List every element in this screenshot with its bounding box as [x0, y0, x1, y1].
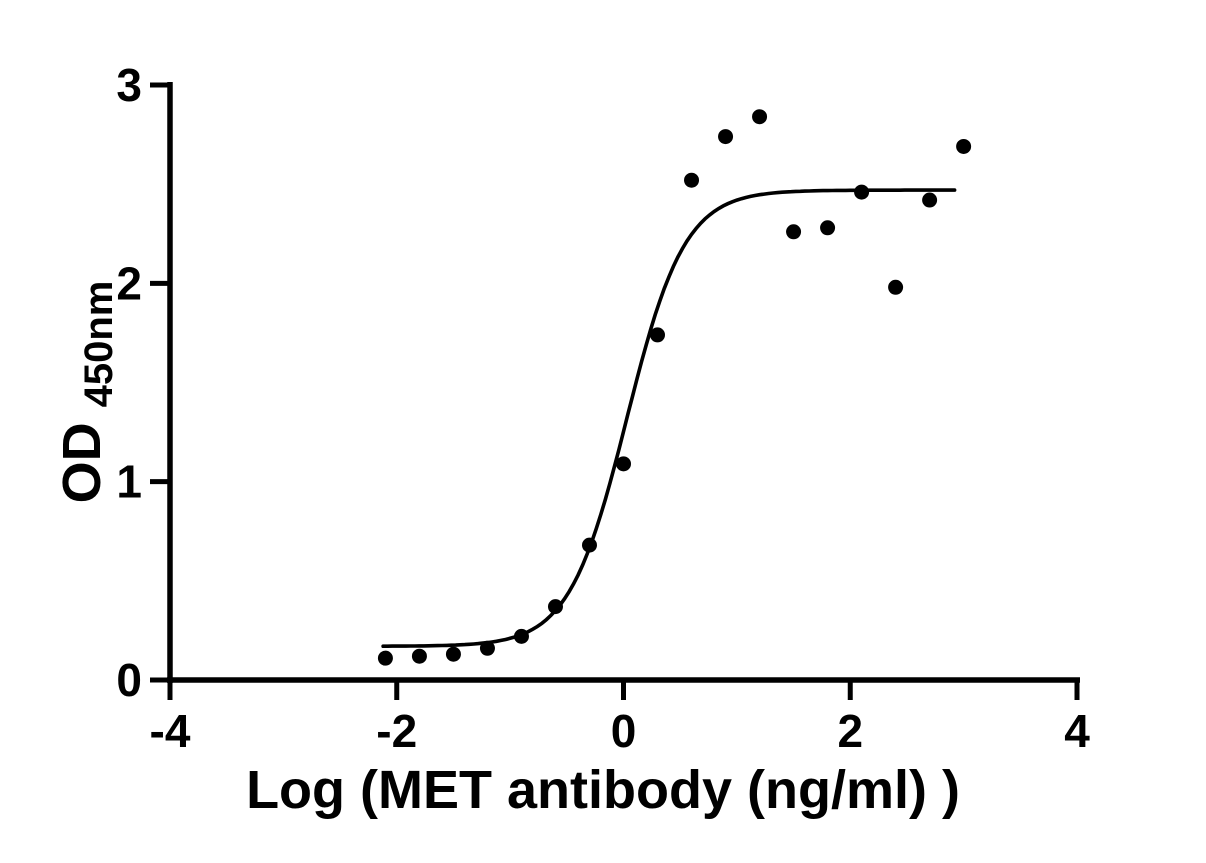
y-axis-title-main: OD: [52, 422, 112, 503]
fit-curve: [381, 188, 957, 648]
data-point: [547, 599, 563, 615]
data-point: [718, 129, 734, 145]
y-axis-title: OD 450nm: [52, 281, 121, 504]
data-point: [616, 456, 631, 472]
data-point: [752, 109, 768, 125]
data-point: [650, 327, 666, 343]
data-point: [377, 650, 393, 666]
data-point: [513, 628, 529, 644]
data-point: [854, 184, 870, 200]
x-axis-title: Log (MET antibody (ng/ml) ): [246, 760, 960, 820]
data-point: [411, 648, 427, 664]
data-point: [922, 192, 938, 208]
y-tick-label: 1: [116, 456, 142, 508]
y-tick-label: 0: [116, 654, 142, 706]
y-axis-title-subscript: 450nm: [77, 281, 121, 408]
axes-layer: -4 -2 0 2 4 0 1 2 3: [116, 59, 1090, 757]
y-tick-label: 2: [116, 257, 142, 309]
x-tick-label: 4: [1064, 705, 1090, 757]
x-tick-label: 0: [611, 705, 637, 757]
data-point: [445, 646, 461, 662]
data-point: [820, 220, 836, 236]
data-point: [956, 138, 972, 154]
data-point: [479, 640, 495, 656]
x-tick-label: 2: [837, 705, 863, 757]
data-point: [581, 537, 597, 553]
data-point: [888, 279, 904, 295]
y-tick-label: 3: [116, 59, 142, 111]
x-tick-label: -4: [150, 705, 191, 757]
data-point: [684, 172, 700, 188]
data-point: [786, 224, 802, 240]
x-tick-label: -2: [376, 705, 417, 757]
plot-layer: [377, 109, 972, 666]
